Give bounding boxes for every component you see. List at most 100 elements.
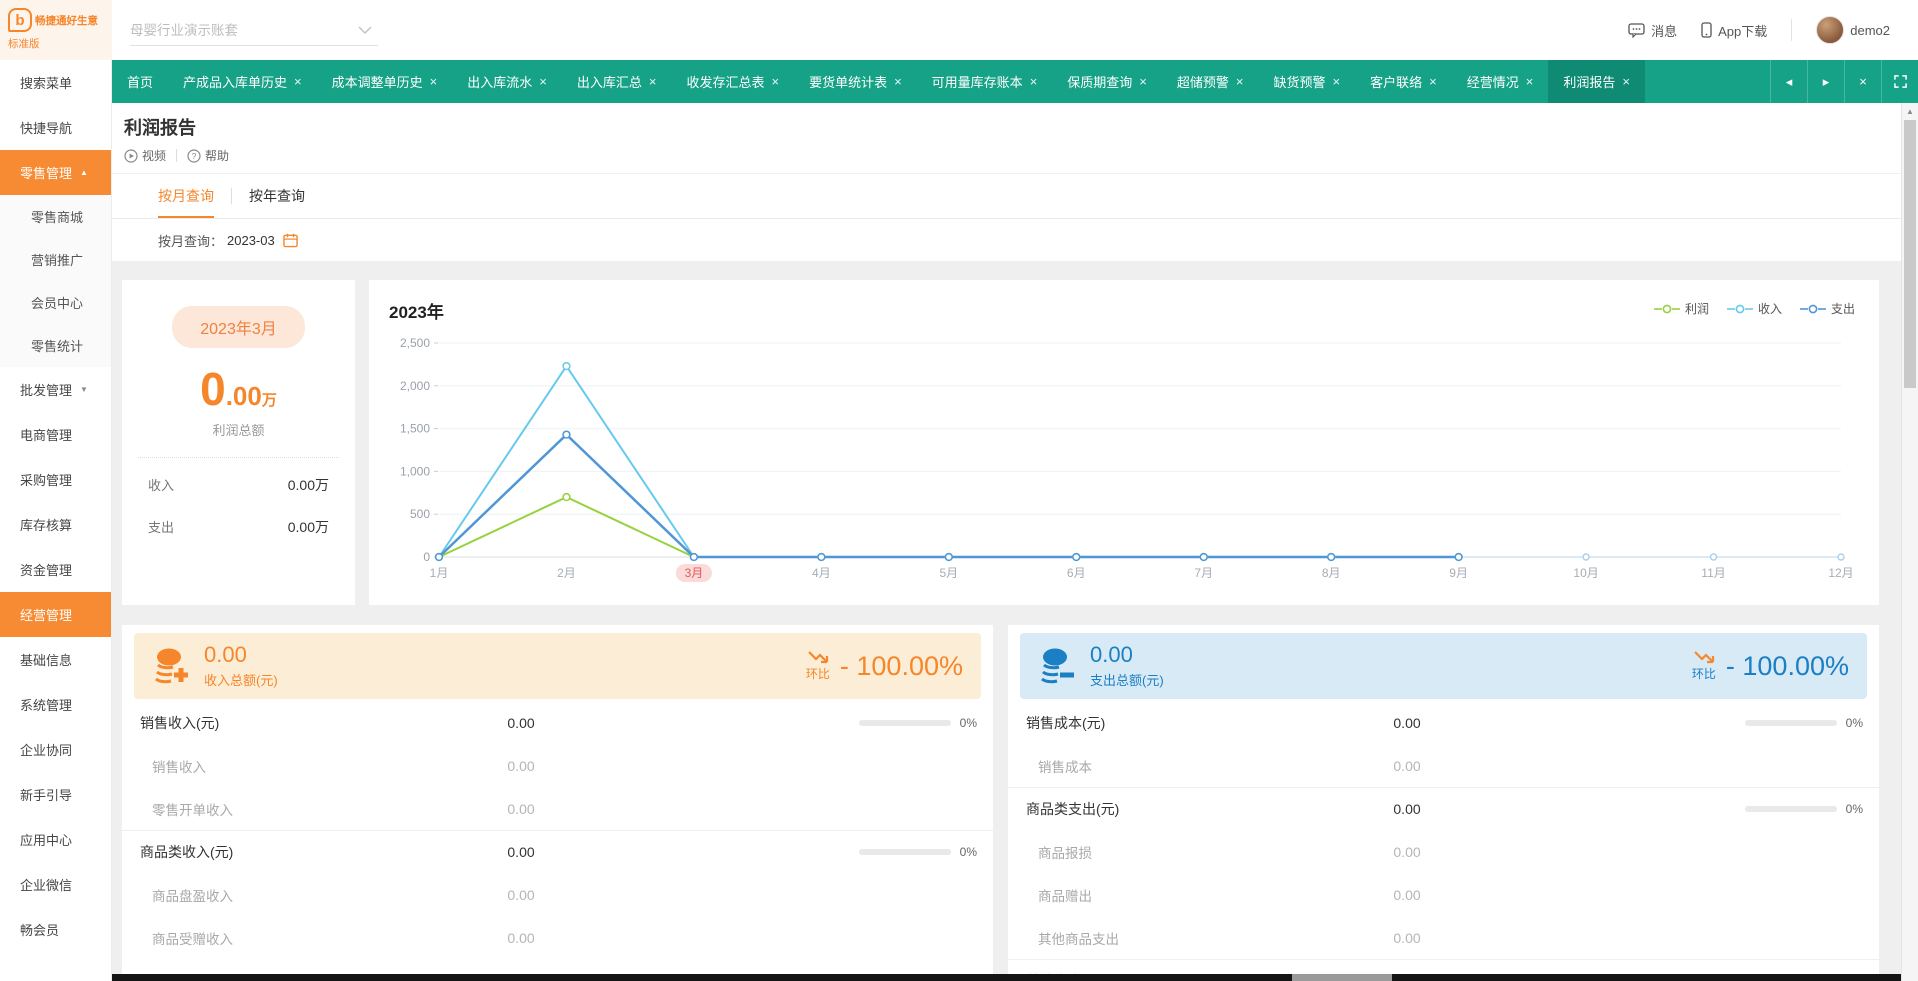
tab-item[interactable]: 产成品入库单历史 × [168, 60, 317, 103]
horizontal-scrollbar[interactable] [112, 974, 1901, 981]
sidebar-item[interactable]: 零售管理 ▲ [0, 150, 111, 195]
legend-marker [1726, 304, 1753, 313]
sidebar-item[interactable]: 系统管理 [0, 682, 111, 727]
report-row: 销售成本 0.00 [1008, 744, 1879, 787]
report-row: 其他商品支出 0.00 [1008, 916, 1879, 959]
tab-close-icon[interactable]: × [1429, 74, 1437, 89]
calendar-icon[interactable] [282, 233, 298, 248]
income-card: 0.00 收入总额(元) 环比 - 100.00% 销售收入(元) 0.00 0% 销… [122, 625, 993, 981]
tab-close-icon[interactable]: × [539, 74, 547, 89]
tab-item[interactable]: 客户联络 × [1355, 60, 1452, 103]
fullscreen-icon [1893, 75, 1907, 88]
sidebar-item[interactable]: 批发管理 ▼ [0, 367, 111, 412]
sidebar-item[interactable]: 库存核算 [0, 502, 111, 547]
legend-item[interactable]: 支出 [1799, 300, 1855, 317]
app-download-button[interactable]: App下载 [1701, 21, 1767, 40]
user-menu[interactable]: demo2 [1816, 16, 1890, 44]
sidebar-item[interactable]: 采购管理 [0, 457, 111, 502]
tab-item[interactable]: 可用量库存账本 × [917, 60, 1053, 103]
tab-close-icon[interactable]: × [771, 74, 780, 89]
prev-tab-button[interactable]: ◂ [1770, 60, 1807, 103]
legend-item[interactable]: 利润 [1653, 300, 1709, 317]
horizontal-scrollbar-thumb[interactable] [1292, 974, 1392, 981]
messages-button[interactable]: 消息 [1628, 21, 1677, 40]
tab-item[interactable]: 出入库流水 × [452, 60, 562, 103]
tab-close-icon[interactable]: × [648, 74, 657, 89]
sidebar-item[interactable]: 资金管理 [0, 547, 111, 592]
report-row: 销售收入 0.00 [122, 744, 993, 787]
sidebar-item[interactable]: 企业协同 [0, 727, 111, 772]
sidebar-item[interactable]: 基础信息 [0, 637, 111, 682]
next-tab-button[interactable]: ▸ [1807, 60, 1844, 103]
sidebar-menu: 搜索菜单 快捷导航 零售管理 ▲ 零售商城营销推广会员中心零售统计批发管理 ▼ 电商管理 采购… [0, 60, 112, 981]
sidebar-item-label: 资金管理 [20, 563, 73, 578]
tab-close-icon[interactable]: × [429, 74, 438, 89]
tab-item[interactable]: 首页 [112, 60, 168, 103]
profit-total-label: 利润总额 [212, 423, 265, 438]
row-label: 商品赠出 [1038, 888, 1092, 904]
sidebar-subitem[interactable]: 零售商城 [31, 210, 84, 225]
sidebar-item[interactable]: 快捷导航 [0, 105, 111, 150]
tab-close-icon[interactable]: × [1235, 74, 1244, 89]
svg-text:4月: 4月 [812, 566, 831, 580]
profit-summary-card: 2023年3月 0.00万 利润总额 收入 0.00万 支出 0.00万 [122, 280, 355, 605]
tab-item[interactable]: 经营情况 × [1452, 60, 1549, 103]
svg-text:5月: 5月 [939, 566, 958, 580]
vertical-scrollbar-thumb[interactable] [1904, 120, 1916, 388]
sidebar-subitem[interactable]: 会员中心 [31, 296, 84, 311]
meta-divider [176, 149, 178, 162]
sidebar-item[interactable]: 新手引导 [0, 772, 111, 817]
tab-label: 经营情况 [1466, 75, 1519, 90]
sidebar-item[interactable]: 搜索菜单 [0, 60, 111, 105]
brand-logo[interactable]: b 畅捷通好生意 标准版 [0, 0, 112, 60]
legend-item[interactable]: 收入 [1726, 300, 1782, 317]
svg-text:11月: 11月 [1701, 566, 1725, 580]
trend-down-icon [1694, 651, 1714, 664]
sidebar-subitem[interactable]: 营销推广 [31, 253, 84, 268]
date-filter-value[interactable]: 2023-03 [227, 232, 275, 248]
tab-item[interactable]: 缺货预警 × [1259, 60, 1356, 103]
vertical-scrollbar[interactable]: ▲ [1901, 103, 1918, 981]
tab-close-icon[interactable]: × [1622, 74, 1630, 89]
close-all-tabs-button[interactable]: × [1844, 60, 1881, 103]
tab-query-by-month[interactable]: 按月查询 [158, 174, 214, 218]
row-label: 商品受赠收入 [152, 931, 233, 947]
help-label: 帮助 [205, 149, 230, 163]
tab-close-icon[interactable]: × [294, 74, 302, 89]
scroll-up-icon[interactable]: ▲ [1906, 106, 1914, 116]
tab-item[interactable]: 保质期查询 × [1052, 60, 1162, 103]
brand-edition: 标准版 [8, 38, 40, 50]
account-select[interactable]: 母婴行业演示账套 [130, 13, 378, 46]
sidebar-item[interactable]: 电商管理 [0, 412, 111, 457]
sidebar-item[interactable]: 畅会员 [0, 907, 111, 952]
tab-close-icon[interactable]: × [1139, 74, 1147, 89]
sidebar-item-label: 经营管理 [20, 608, 73, 623]
sidebar-subitem[interactable]: 零售统计 [31, 339, 84, 354]
help-link[interactable]: ? 帮助 [187, 147, 229, 164]
page-meta-row: 视频 ? 帮助 [124, 147, 1901, 173]
page-header: 利润报告 视频 ? 帮助 [112, 103, 1901, 174]
tab-item[interactable]: 要货单统计表 × [794, 60, 917, 103]
tab-item[interactable]: 超储预警 × [1162, 60, 1259, 103]
app-download-label: App下载 [1718, 23, 1768, 39]
video-link[interactable]: 视频 [124, 147, 166, 164]
tab-close-icon[interactable]: × [1029, 74, 1038, 89]
row-label: 商品类支出(元) [1026, 801, 1120, 817]
tab-item[interactable]: 收发存汇总表 × [671, 60, 794, 103]
tab-close-icon[interactable]: × [1332, 74, 1341, 89]
tab-item[interactable]: 利润报告 × [1548, 60, 1645, 103]
tab-item[interactable]: 出入库汇总 × [562, 60, 672, 103]
tab-close-icon[interactable]: × [894, 74, 902, 89]
fullscreen-button[interactable] [1881, 60, 1918, 103]
expense-ratio: 环比 - 100.00% [1692, 650, 1849, 682]
tab-query-by-year[interactable]: 按年查询 [249, 188, 305, 204]
sidebar-item[interactable]: 应用中心 [0, 817, 111, 862]
income-coins-icon [155, 648, 188, 684]
sidebar-item[interactable]: 经营管理 [0, 592, 111, 637]
summary-income-label: 收入 [148, 478, 175, 493]
tab-close-icon[interactable]: × [1525, 74, 1534, 89]
row-value: 0.00 [507, 757, 535, 774]
tab-item[interactable]: 成本调整单历史 × [317, 60, 453, 103]
sidebar-item[interactable]: 企业微信 [0, 862, 111, 907]
